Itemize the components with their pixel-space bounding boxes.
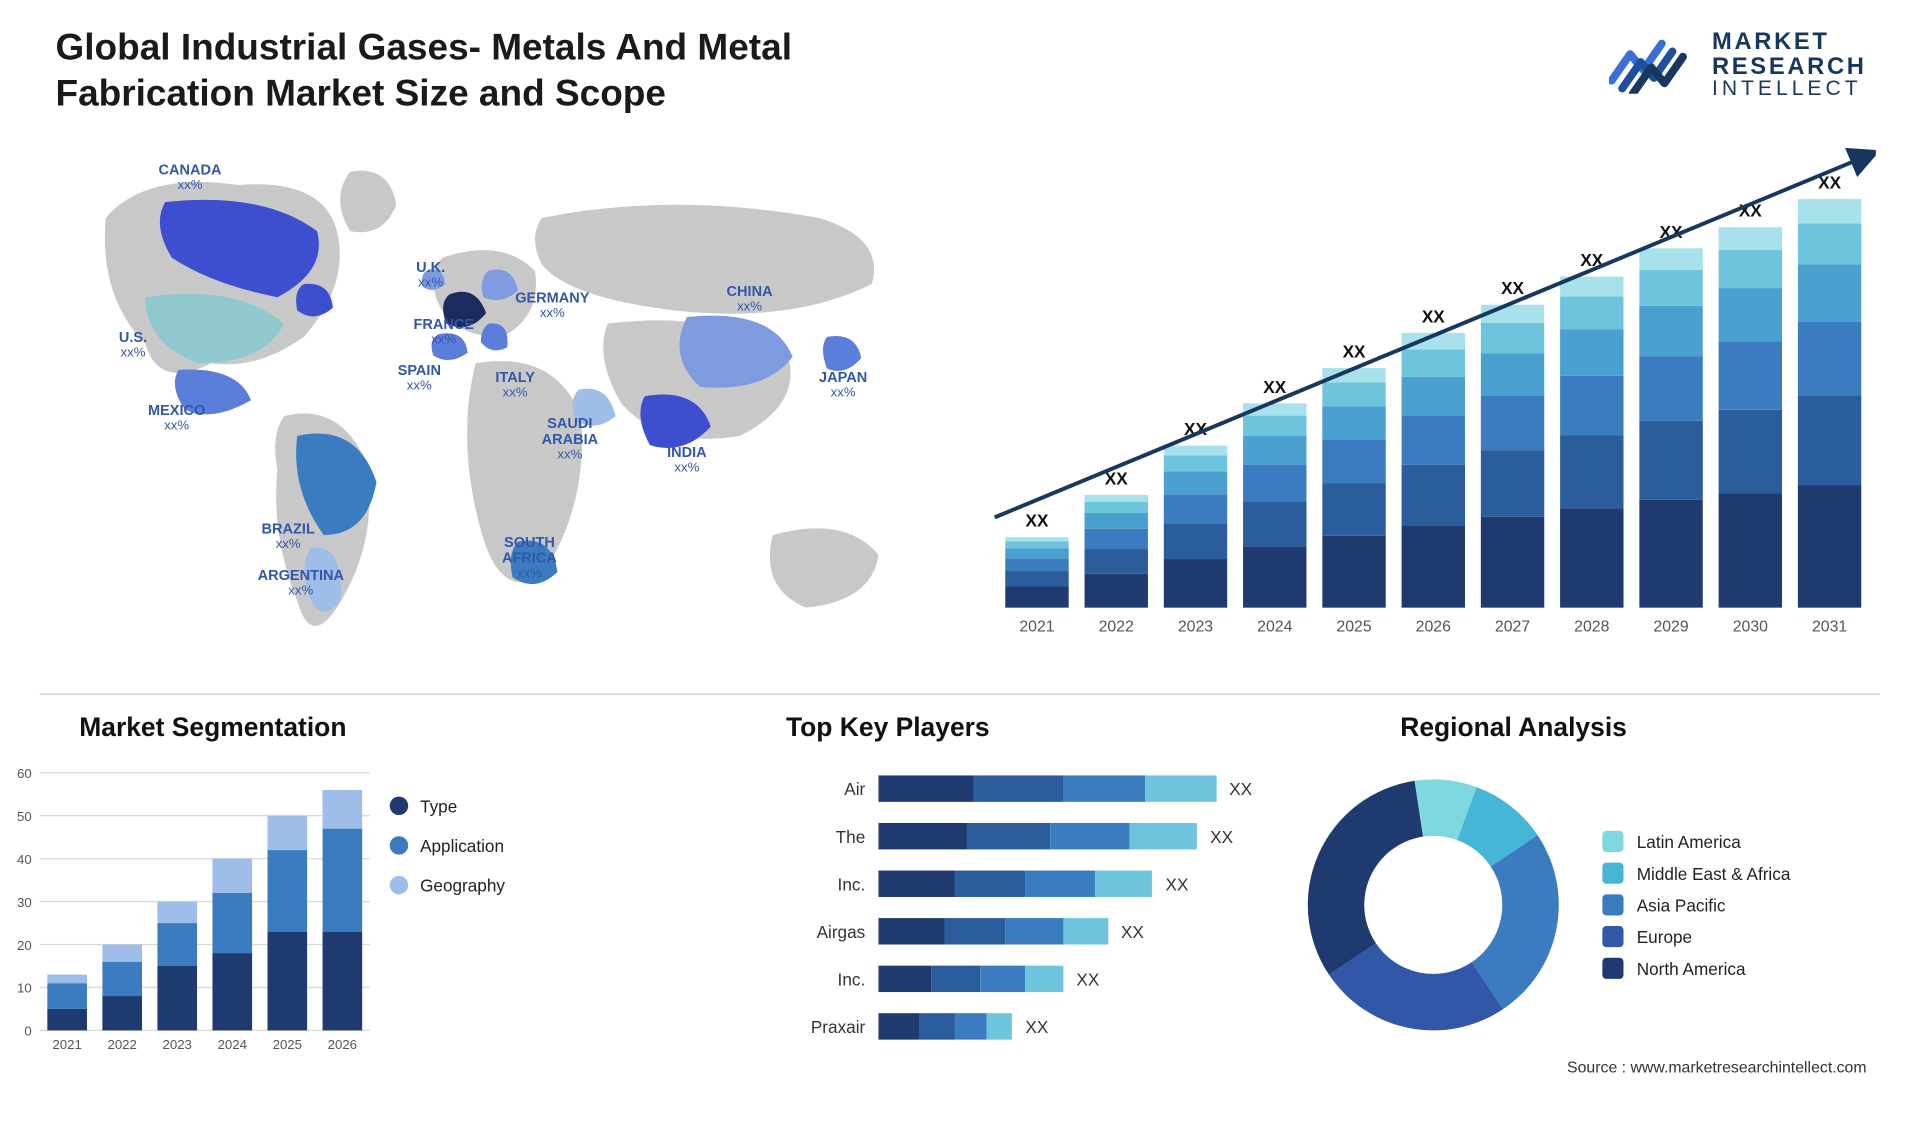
key-player-value: XX [1076,969,1099,989]
key-player-name: Air [786,779,878,799]
map-label: GERMANYxx% [515,291,589,322]
key-player-value: XX [1025,1017,1048,1037]
svg-text:60: 60 [17,766,32,781]
svg-text:2021: 2021 [52,1037,81,1052]
legend-swatch [1602,958,1623,979]
map-label: CANADAxx% [159,162,222,193]
key-player-name: The [786,826,878,846]
logo-line1: MARKET [1712,29,1867,54]
map-label: INDIAxx% [667,445,707,476]
legend-item: Asia Pacific [1602,894,1790,915]
svg-text:0: 0 [24,1024,31,1039]
key-player-value: XX [1229,779,1252,799]
map-label: SOUTHAFRICAxx% [502,535,557,581]
legend-swatch [1602,863,1623,884]
page-title: Global Industrial Gases- Metals And Meta… [55,24,914,116]
svg-text:XX: XX [1501,278,1524,298]
legend-label: Europe [1637,927,1692,947]
svg-text:20: 20 [17,938,32,953]
svg-text:2027: 2027 [1495,618,1530,635]
map-label: U.S.xx% [119,330,147,361]
map-label: SPAINxx% [398,363,441,394]
svg-text:2024: 2024 [218,1037,247,1052]
svg-text:2026: 2026 [1416,618,1451,635]
regional-donut: Latin America Middle East & Africa Asia Pa… [1301,760,1882,1051]
map-label: FRANCExx% [413,317,474,348]
key-player-name: Praxair [786,1017,878,1037]
svg-text:2022: 2022 [108,1037,137,1052]
keyplayers-heading: Top Key Players [786,713,990,743]
key-player-row: Air XX [786,769,1288,809]
svg-text:40: 40 [17,852,32,867]
regional-heading: Regional Analysis [1400,713,1627,743]
legend-item: Middle East & Africa [1602,863,1790,884]
key-player-name: Airgas [786,921,878,941]
world-map: CANADAxx% U.S.xx% MEXICOxx% BRAZILxx% ARGENT… [53,139,938,667]
section-divider [40,694,1880,695]
legend-item: North America [1602,958,1790,979]
svg-text:XX: XX [1422,306,1445,326]
svg-text:2023: 2023 [1178,618,1213,635]
svg-text:2025: 2025 [1336,618,1371,635]
svg-text:2021: 2021 [1019,618,1054,635]
map-label: ARGENTINAxx% [258,568,344,599]
map-label: JAPANxx% [819,370,867,401]
svg-text:Type: Type [420,796,457,816]
key-players-chart: Air XX The XX Inc. XX Airgas XX Inc. XX Praxair XX [786,769,1288,1060]
key-player-name: Inc. [786,969,878,989]
svg-text:50: 50 [17,809,32,824]
svg-text:2022: 2022 [1099,618,1134,635]
svg-text:2023: 2023 [163,1037,192,1052]
map-label: BRAZILxx% [262,522,315,553]
source-label: Source : www.marketresearchintellect.com [1567,1058,1867,1076]
key-player-value: XX [1210,826,1233,846]
key-player-row: Inc. XX [786,959,1288,999]
legend-label: Latin America [1637,832,1741,852]
logo-line2: RESEARCH [1712,54,1867,79]
legend-swatch [1602,926,1623,947]
legend-label: North America [1637,958,1746,978]
market-size-chart: XX2021XX2022XX2023XX2024XX2025XX2026XX20… [978,145,1876,660]
map-label: CHINAxx% [727,284,773,315]
key-player-name: Inc. [786,874,878,894]
logo-line3: INTELLECT [1712,79,1867,101]
map-label: U.K.xx% [416,260,445,291]
segmentation-chart: 0 10 20 30 40 50 60 2021 2022 2023 2024 2025 2026 Typ… [0,760,555,1064]
svg-text:2031: 2031 [1812,618,1847,635]
svg-text:XX: XX [1343,342,1366,362]
svg-text:2025: 2025 [273,1037,302,1052]
svg-text:2029: 2029 [1653,618,1688,635]
key-player-row: Praxair XX [786,1007,1288,1047]
logo-mark-icon [1609,36,1694,94]
legend-swatch [1602,894,1623,915]
legend-item: Latin America [1602,831,1790,852]
key-player-value: XX [1121,921,1144,941]
svg-text:30: 30 [17,895,32,910]
brand-logo: MARKET RESEARCH INTELLECT [1609,29,1867,101]
key-player-row: The XX [786,816,1288,856]
svg-text:XX: XX [1026,511,1049,531]
map-label: MEXICOxx% [148,403,205,434]
legend-swatch [1602,831,1623,852]
svg-text:2028: 2028 [1574,618,1609,635]
svg-text:2026: 2026 [328,1037,357,1052]
svg-text:10: 10 [17,981,32,996]
svg-text:2024: 2024 [1257,618,1292,635]
legend-label: Asia Pacific [1637,895,1726,915]
map-label: SAUDIARABIAxx% [542,416,599,462]
map-label: ITALYxx% [495,370,535,401]
svg-text:XX: XX [1263,377,1286,397]
segmentation-heading: Market Segmentation [79,713,346,743]
svg-text:2030: 2030 [1733,618,1768,635]
key-player-row: Inc. XX [786,864,1288,904]
svg-text:Application: Application [420,836,504,856]
legend-item: Europe [1602,926,1790,947]
svg-text:Geography: Geography [420,876,505,896]
key-player-row: Airgas XX [786,911,1288,951]
legend-label: Middle East & Africa [1637,863,1791,883]
key-player-value: XX [1166,874,1189,894]
